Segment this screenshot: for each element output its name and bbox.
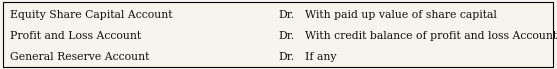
- Text: Dr.: Dr.: [278, 10, 295, 20]
- Text: General Reserve Account: General Reserve Account: [10, 52, 149, 62]
- Text: If any: If any: [305, 52, 337, 62]
- Text: With credit balance of profit and loss Account: With credit balance of profit and loss A…: [305, 31, 557, 41]
- Text: Equity Share Capital Account: Equity Share Capital Account: [10, 10, 173, 20]
- Text: Profit and Loss Account: Profit and Loss Account: [10, 31, 141, 41]
- Text: Dr.: Dr.: [278, 52, 295, 62]
- Text: Dr.: Dr.: [278, 31, 295, 41]
- Text: With paid up value of share capital: With paid up value of share capital: [305, 10, 497, 20]
- FancyBboxPatch shape: [3, 2, 553, 67]
